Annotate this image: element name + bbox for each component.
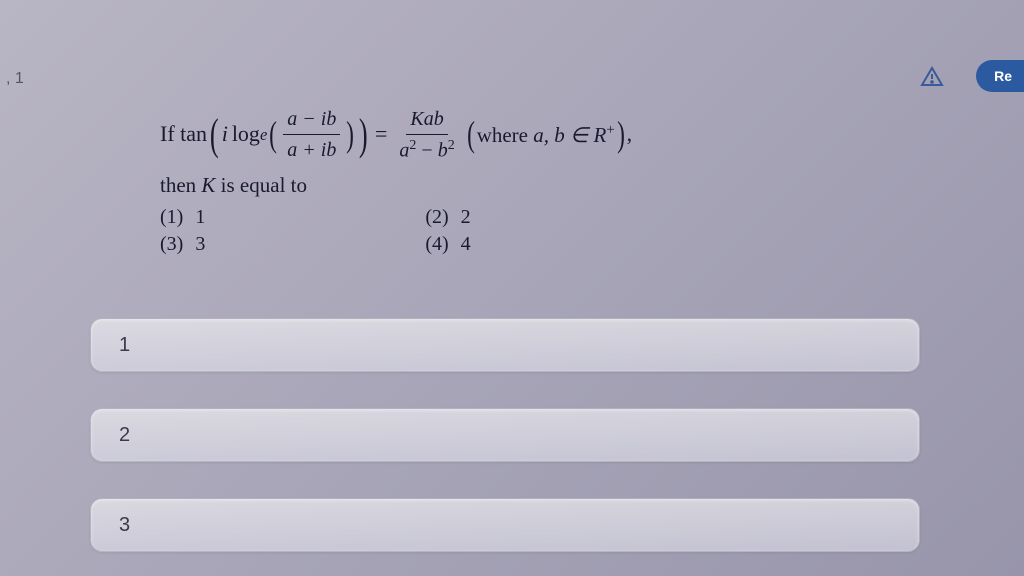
answer-slot-2[interactable]: 2 [90, 408, 920, 462]
option-2[interactable]: (2) 2 [425, 206, 470, 229]
paren-close-1: ) [359, 117, 368, 152]
frac2-den: a2 − b2 [395, 135, 458, 165]
if-tan-text: If tan [160, 119, 207, 150]
log-text: log [232, 119, 260, 150]
option-num: (4) [425, 233, 448, 256]
i-symbol: i [222, 119, 228, 150]
math-expression: If tan ( i log e ( a − ib a + ib ) ) = K… [160, 105, 860, 165]
option-val: 3 [195, 233, 205, 256]
paren-open-2: ( [269, 120, 277, 149]
answer-slot-3[interactable]: 3 [90, 498, 920, 552]
page-number: , 1 [6, 70, 24, 88]
log-base: e [260, 123, 267, 146]
equals-sign: = [375, 119, 387, 150]
option-num: (3) [160, 233, 183, 256]
where-paren-open: ( [467, 120, 475, 149]
option-4[interactable]: (4) 4 [425, 233, 470, 256]
question-block: If tan ( i log e ( a − ib a + ib ) ) = K… [160, 105, 860, 260]
warning-triangle-icon [920, 65, 944, 89]
paren-open-1: ( [210, 117, 219, 152]
option-num: (2) [425, 206, 448, 229]
report-button[interactable]: Re [976, 60, 1024, 92]
where-text: ( where where a, b ∈ R+ [477, 120, 615, 150]
option-3[interactable]: (3) 3 [160, 233, 205, 256]
then-line: then K is equal to [160, 173, 860, 198]
option-val: 1 [195, 206, 205, 229]
option-val: 2 [461, 206, 471, 229]
answer-slot-1[interactable]: 1 [90, 318, 920, 372]
comma: , [627, 119, 633, 150]
answer-slot-label: 3 [119, 514, 130, 537]
frac1-num: a − ib [283, 105, 340, 135]
paren-close-2: ) [346, 120, 354, 149]
answer-slot-label: 2 [119, 424, 130, 447]
fraction-2: Kab a2 − b2 [395, 105, 458, 165]
fraction-1: a − ib a + ib [283, 105, 340, 164]
option-num: (1) [160, 206, 183, 229]
frac1-den: a + ib [283, 135, 340, 164]
frac2-num: Kab [406, 105, 447, 135]
option-1[interactable]: (1) 1 [160, 206, 205, 229]
where-paren-close: ) [617, 120, 625, 149]
answer-slot-label: 1 [119, 334, 130, 357]
option-val: 4 [461, 233, 471, 256]
options-block: (1) 1 (2) 2 (3) 3 (4) 4 [160, 206, 860, 256]
